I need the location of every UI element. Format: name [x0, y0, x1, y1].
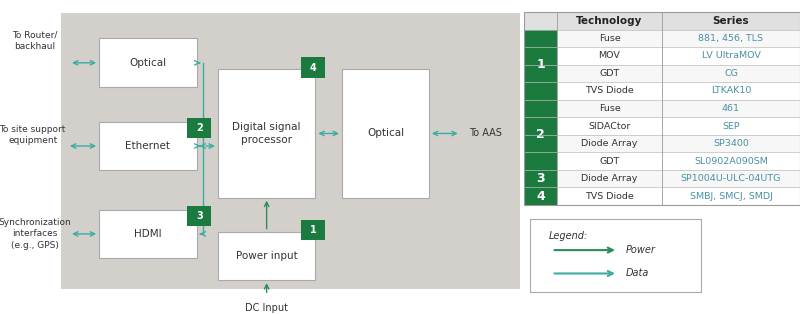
Text: TVS Diode: TVS Diode — [585, 86, 634, 95]
Bar — [218, 69, 315, 198]
Text: Fuse: Fuse — [598, 34, 621, 43]
Bar — [557, 82, 800, 100]
Bar — [61, 13, 520, 289]
Text: Data: Data — [626, 268, 650, 279]
Text: LV UltraMOV: LV UltraMOV — [702, 51, 761, 60]
Text: Digital signal
processor: Digital signal processor — [232, 122, 301, 145]
Text: GDT: GDT — [599, 69, 620, 78]
Bar — [99, 210, 197, 258]
Bar — [557, 117, 800, 135]
Text: Ethernet: Ethernet — [126, 141, 170, 151]
Text: To AAS: To AAS — [469, 128, 502, 138]
Text: Synchronization
interfaces
(e.g., GPS): Synchronization interfaces (e.g., GPS) — [0, 218, 71, 250]
Text: To site support
equipment: To site support equipment — [0, 125, 66, 145]
Bar — [218, 231, 315, 280]
Text: Diode Array: Diode Array — [582, 174, 638, 183]
Bar — [524, 30, 557, 100]
Text: Power input: Power input — [236, 251, 298, 261]
Text: 1: 1 — [310, 225, 316, 235]
Bar — [524, 170, 557, 187]
Bar — [557, 135, 800, 152]
Text: MOV: MOV — [598, 51, 621, 60]
Bar — [524, 12, 800, 205]
Text: SIDACtor: SIDACtor — [588, 122, 630, 131]
Text: 461: 461 — [722, 104, 740, 113]
Text: Power: Power — [626, 245, 656, 255]
Text: SL0902A090SM: SL0902A090SM — [694, 157, 768, 165]
Text: To Router/
backhaul: To Router/ backhaul — [12, 31, 58, 51]
Bar — [301, 57, 325, 78]
Text: LTKAK10: LTKAK10 — [711, 86, 751, 95]
Text: HDMI: HDMI — [134, 229, 162, 239]
Bar — [557, 30, 800, 47]
Bar — [524, 100, 557, 170]
Text: SP3400: SP3400 — [713, 139, 749, 148]
Bar — [557, 65, 800, 82]
Text: Diode Array: Diode Array — [582, 139, 638, 148]
Text: TVS Diode: TVS Diode — [585, 192, 634, 201]
Bar — [557, 187, 800, 205]
Text: GDT: GDT — [599, 157, 620, 165]
Bar — [524, 12, 800, 30]
Bar — [99, 122, 197, 170]
Bar — [301, 220, 325, 240]
Text: Fuse: Fuse — [598, 104, 621, 113]
Bar — [524, 187, 557, 205]
Text: Optical: Optical — [367, 128, 404, 138]
Text: 881, 456, TLS: 881, 456, TLS — [698, 34, 763, 43]
Text: DC Input: DC Input — [245, 303, 288, 313]
Bar — [99, 38, 197, 87]
Text: Legend:: Legend: — [549, 231, 588, 241]
Bar — [187, 206, 211, 226]
Bar — [557, 152, 800, 170]
Bar — [342, 69, 429, 198]
Text: SMBJ, SMCJ, SMDJ: SMBJ, SMCJ, SMDJ — [690, 192, 773, 201]
Text: 4: 4 — [536, 190, 545, 203]
Text: 2: 2 — [536, 128, 545, 141]
Bar — [557, 47, 800, 65]
Text: CG: CG — [724, 69, 738, 78]
Bar — [557, 100, 800, 117]
Text: 4: 4 — [310, 62, 316, 73]
Bar — [557, 170, 800, 187]
Text: SEP: SEP — [722, 122, 740, 131]
Text: 3: 3 — [196, 211, 202, 221]
Text: 3: 3 — [536, 172, 545, 185]
Text: Technology: Technology — [576, 16, 642, 26]
Text: 2: 2 — [196, 123, 202, 133]
Bar — [530, 219, 701, 292]
Text: SP1004U-ULC-04UTG: SP1004U-ULC-04UTG — [681, 174, 781, 183]
Text: Series: Series — [713, 16, 750, 26]
Text: 1: 1 — [536, 58, 545, 71]
Text: Optical: Optical — [130, 58, 166, 68]
Bar — [187, 118, 211, 138]
